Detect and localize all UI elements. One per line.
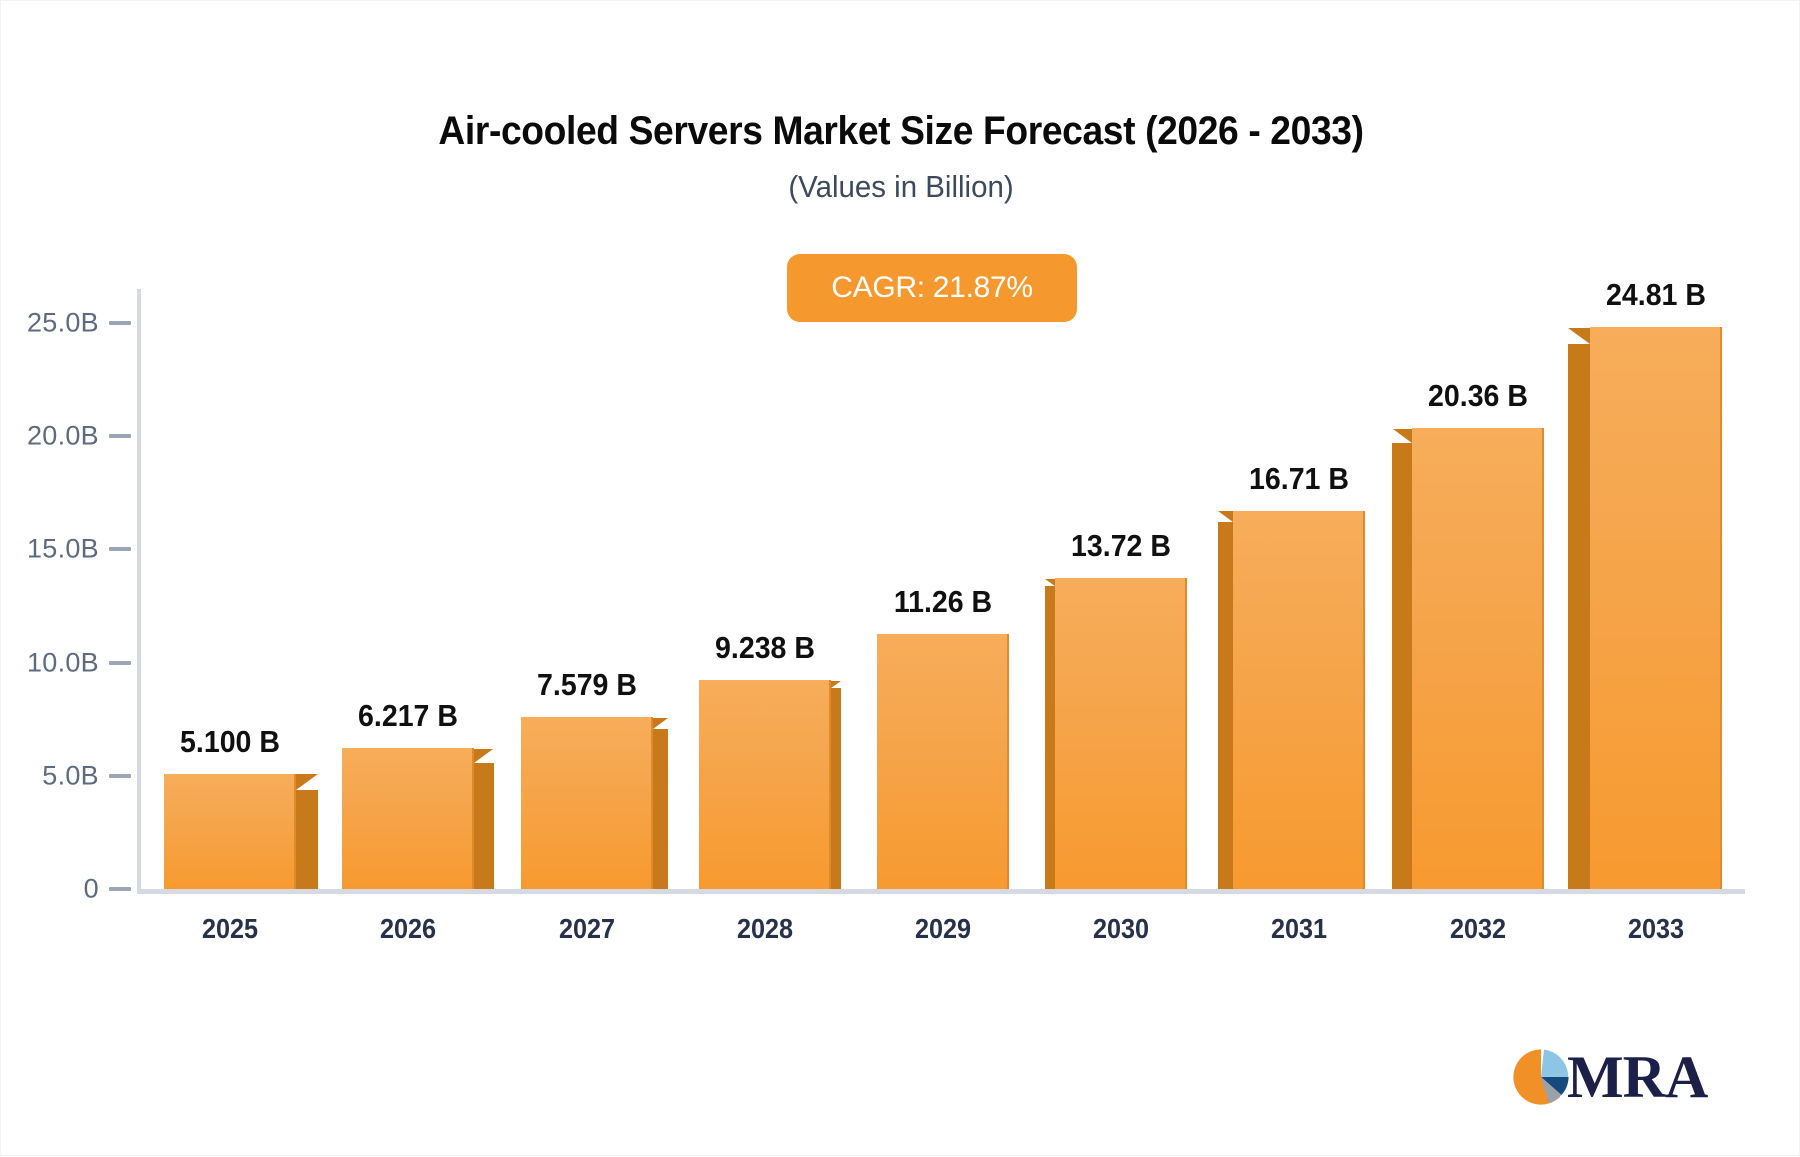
pie-chart-logo-icon <box>1513 1049 1569 1105</box>
x-axis-tick-label: 2030 <box>1093 913 1150 944</box>
bar-top-bevel <box>1567 327 1590 344</box>
bar-item[interactable]: 13.72 B 2030 <box>1044 1 1188 1157</box>
x-axis-tick-label: 2028 <box>736 913 793 944</box>
bar-side-face <box>1392 442 1412 889</box>
x-axis-tick-label: 2033 <box>1627 913 1684 944</box>
mra-logo: MRA <box>1511 1041 1711 1113</box>
y-axis-tick-labels: 0 5.0B 10.0B 15.0B 20.0B 25.0B <box>1 1 99 1157</box>
bar-top-bevel <box>1218 510 1234 522</box>
bar-side-face <box>1567 343 1590 889</box>
chart-subtitle: (Values in Billion) <box>788 169 1014 204</box>
y-axis-tick-label: 15.0B <box>26 533 99 564</box>
bar-top-bevel <box>1045 579 1056 587</box>
y-axis-tick-label: 20.0B <box>26 420 99 451</box>
cagr-badge: CAGR: 21.87% <box>787 254 1077 322</box>
bar-front-face <box>698 679 831 889</box>
y-axis-tick-label: 25.0B <box>26 307 99 338</box>
bar-value-label: 5.100 B <box>180 723 281 759</box>
bar-item[interactable]: 6.217 B 2026 <box>342 1 494 1157</box>
bar-front-face <box>1411 428 1544 889</box>
bar-item[interactable]: 7.579 B 2027 <box>520 1 668 1157</box>
bar-side-face <box>296 790 319 889</box>
y-axis-tick-label: 10.0B <box>26 647 99 678</box>
bar-item[interactable]: 11.26 B 2029 <box>877 1 1009 1157</box>
bar-front-face <box>164 773 297 889</box>
bar-front-face <box>1233 510 1366 889</box>
bar-top-bevel <box>830 680 841 688</box>
bar-column[interactable] <box>342 748 494 889</box>
bar-side-face <box>474 762 494 889</box>
x-axis-tick-label: 2032 <box>1449 913 1506 944</box>
chart-title: Air-cooled Servers Market Size Forecast … <box>438 109 1364 153</box>
bar-column[interactable] <box>520 717 668 889</box>
x-axis-tick-label: 2025 <box>202 913 259 944</box>
bar-column[interactable] <box>1567 327 1722 889</box>
bar-value-label: 6.217 B <box>358 698 459 734</box>
bar-value-label: 13.72 B <box>1071 528 1172 564</box>
bar-column[interactable] <box>1392 428 1544 889</box>
bar-value-label: 24.81 B <box>1605 277 1706 313</box>
y-axis-tick-mark <box>109 773 131 778</box>
bar-item[interactable]: 5.100 B 2025 <box>164 1 319 1157</box>
bar-front-face <box>1589 327 1722 889</box>
bar-item[interactable]: 20.36 B 2032 <box>1392 1 1544 1157</box>
cagr-badge-label: CAGR: 21.87% <box>831 271 1033 304</box>
bar-front-face <box>520 717 653 889</box>
bar-column[interactable] <box>1044 578 1188 889</box>
bar-value-label: 9.238 B <box>714 629 815 665</box>
bar-column[interactable] <box>1218 510 1366 889</box>
y-axis-tick-mark <box>109 547 131 552</box>
bar-side-face <box>830 687 842 889</box>
bar-value-label: 20.36 B <box>1427 378 1528 414</box>
bar-value-label: 11.26 B <box>893 584 993 620</box>
bar-item[interactable]: 9.238 B 2028 <box>698 1 842 1157</box>
bar-column[interactable] <box>698 679 842 889</box>
y-axis-tick-label: 0 <box>83 873 99 904</box>
bar-front-face <box>342 748 475 889</box>
bar-top-bevel <box>296 774 319 791</box>
bar-item[interactable]: 16.71 B 2031 <box>1218 1 1366 1157</box>
bar-top-bevel <box>474 748 494 763</box>
bar-side-face <box>1218 521 1234 889</box>
y-axis-tick-mark <box>109 887 131 891</box>
x-axis-tick-label: 2031 <box>1271 913 1328 944</box>
y-axis-tick-label: 5.0B <box>42 760 99 791</box>
bar-item[interactable]: 24.81 B 2033 <box>1567 1 1722 1157</box>
bar-front-face <box>1055 578 1188 889</box>
y-axis-line <box>137 289 141 893</box>
logo-wordmark: MRA <box>1567 1044 1708 1110</box>
bar-column[interactable] <box>164 773 319 889</box>
x-axis-tick-label: 2029 <box>914 913 972 944</box>
bar-top-bevel <box>652 717 668 729</box>
bar-side-face <box>652 728 668 889</box>
x-axis-tick-label: 2026 <box>380 913 437 944</box>
y-axis-tick-mark <box>109 434 131 439</box>
bar-column[interactable] <box>877 634 1009 889</box>
y-axis-tick-mark <box>109 320 131 325</box>
bar-value-label: 7.579 B <box>536 667 637 703</box>
bar-top-bevel <box>1392 428 1412 443</box>
bar-value-label: 16.71 B <box>1249 460 1350 496</box>
x-axis-tick-label: 2027 <box>558 913 615 944</box>
x-axis-line <box>137 889 1745 894</box>
y-axis-tick-mark <box>109 660 131 665</box>
bar-side-face <box>1044 586 1056 889</box>
bar-front-face <box>877 634 1009 889</box>
